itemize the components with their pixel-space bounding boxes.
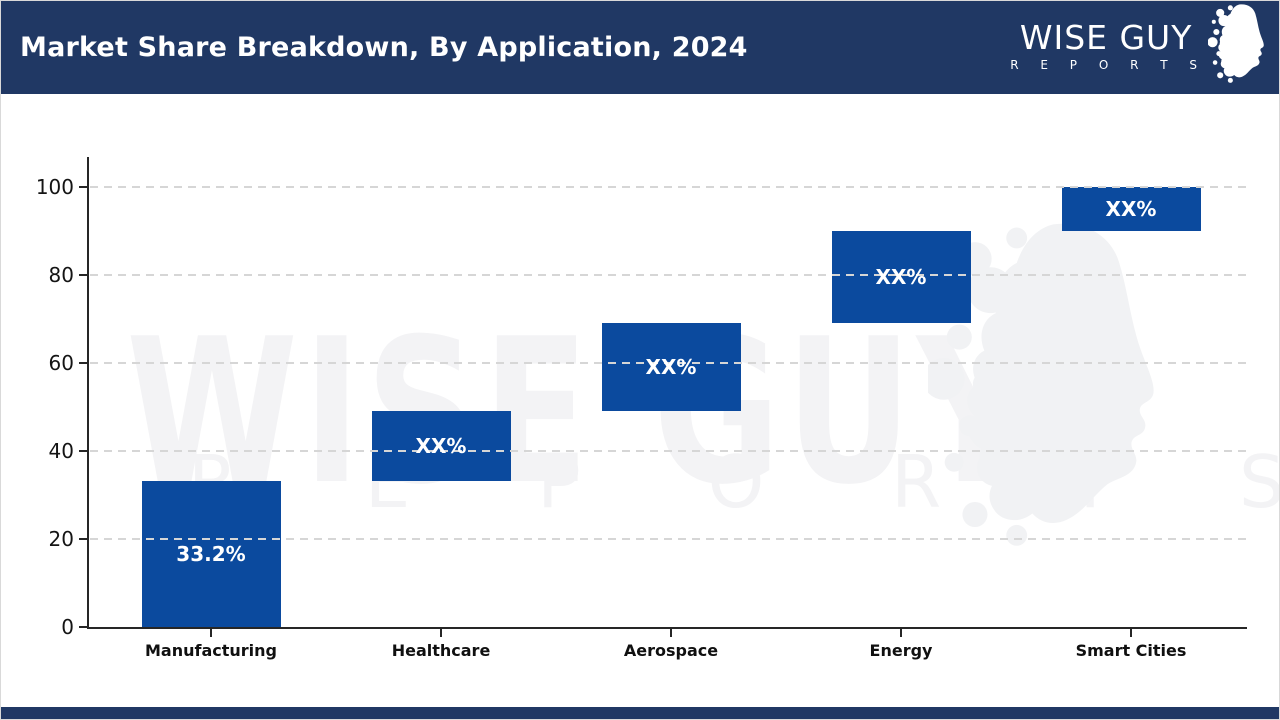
- bar-value-label: XX%: [645, 355, 697, 380]
- x-axis-label: Aerospace: [623, 641, 719, 660]
- y-tick-label: 40: [48, 439, 74, 463]
- header-band: Market Share Breakdown, By Application, …: [0, 0, 1280, 94]
- gridline-60: [90, 362, 1247, 364]
- bar-smart-cities: [1061, 187, 1201, 231]
- logo-reports-text: R E P O R T S: [1010, 58, 1206, 72]
- logo-text: WISE GUY R E P O R T S: [1006, 19, 1206, 73]
- y-tick-label: 80: [48, 263, 74, 287]
- x-axis-label: Smart Cities: [1075, 641, 1187, 660]
- x-tick: [1130, 629, 1132, 637]
- bar-value-label: 33.2%: [176, 541, 246, 566]
- y-tick-label: 0: [61, 615, 74, 639]
- bar-value-label: XX%: [1105, 197, 1157, 221]
- logo-wiseguy-text: WISE GUY: [1019, 18, 1193, 57]
- gridline-20: [90, 538, 1247, 540]
- y-tick: [79, 274, 87, 276]
- x-axis-label: Healthcare: [391, 641, 491, 660]
- y-tick-label: 100: [35, 175, 74, 199]
- x-axis-label: Manufacturing: [145, 641, 277, 660]
- wise-guy-reports-logo: WISE GUY R E P O R T S: [1006, 4, 1268, 88]
- bar-aerospace: [601, 323, 741, 412]
- x-tick: [440, 629, 442, 637]
- x-tick: [210, 629, 212, 637]
- bar-healthcare: [371, 411, 511, 481]
- y-axis-spine: [87, 157, 89, 629]
- y-tick: [79, 362, 87, 364]
- y-tick: [79, 538, 87, 540]
- x-axis-label: Energy: [869, 641, 933, 660]
- y-tick-label: 60: [48, 351, 74, 375]
- x-tick: [670, 629, 672, 637]
- y-tick-label: 20: [48, 527, 74, 551]
- gridline-80: [90, 274, 1247, 276]
- gridline-40: [90, 450, 1247, 452]
- y-tick: [79, 186, 87, 188]
- bar-energy: [831, 231, 971, 324]
- x-axis-spine: [87, 627, 1247, 629]
- footer-band: [0, 707, 1280, 720]
- bar-value-label: XX%: [875, 265, 927, 290]
- x-tick: [900, 629, 902, 637]
- gridline-100: [90, 186, 1247, 188]
- y-tick: [79, 626, 87, 628]
- bar-manufacturing: [141, 480, 281, 627]
- page-title: Market Share Breakdown, By Application, …: [20, 31, 748, 63]
- logo-face-icon: [1208, 4, 1264, 83]
- y-tick: [79, 450, 87, 452]
- bar-value-label: XX%: [415, 434, 467, 459]
